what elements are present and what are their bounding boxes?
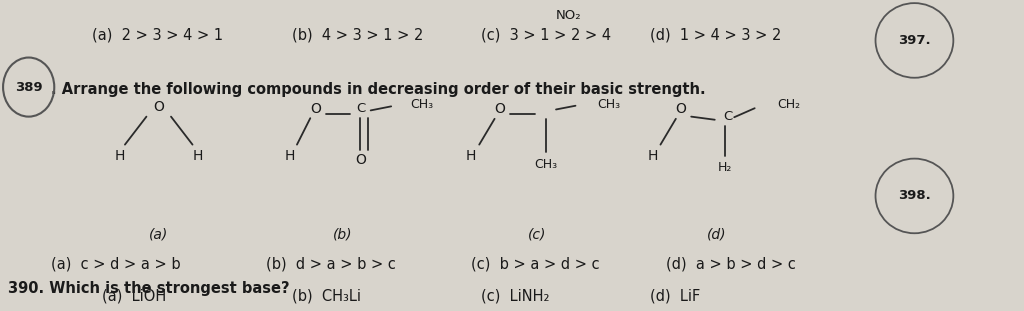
Text: CH₃: CH₃ [535, 158, 557, 171]
Text: CH₃: CH₃ [411, 98, 433, 111]
Text: . Arrange the following compounds in decreasing order of their basic strength.: . Arrange the following compounds in dec… [51, 82, 706, 97]
Text: H: H [648, 148, 658, 163]
Text: (a)  c > d > a > b: (a) c > d > a > b [51, 257, 181, 272]
Text: (a): (a) [150, 227, 168, 241]
Text: H: H [285, 148, 295, 163]
Text: (d)  a > b > d > c: (d) a > b > d > c [666, 257, 796, 272]
Text: CH₃: CH₃ [598, 98, 621, 111]
Text: C: C [723, 110, 733, 123]
Text: NO₂: NO₂ [555, 9, 582, 22]
Text: O: O [355, 153, 366, 167]
Text: H₂: H₂ [718, 161, 732, 174]
Text: O: O [310, 102, 321, 116]
Text: H: H [466, 148, 476, 163]
Text: (a)  LiOH: (a) LiOH [102, 288, 167, 303]
Text: C: C [355, 102, 366, 115]
Text: CH₂: CH₂ [777, 98, 800, 111]
Text: (c): (c) [528, 227, 547, 241]
Text: 397.: 397. [898, 34, 931, 47]
Text: (b)  4 > 3 > 1 > 2: (b) 4 > 3 > 1 > 2 [292, 28, 423, 43]
Text: (b)  CH₃Li: (b) CH₃Li [292, 288, 360, 303]
Text: H: H [115, 148, 125, 163]
Text: O: O [676, 102, 686, 116]
Text: (c)  LiNH₂: (c) LiNH₂ [481, 288, 550, 303]
Text: 389: 389 [15, 81, 42, 94]
Text: (b)  d > a > b > c: (b) d > a > b > c [266, 257, 396, 272]
Text: 390. Which is the strongest base?: 390. Which is the strongest base? [8, 281, 290, 296]
Text: (c)  3 > 1 > 2 > 4: (c) 3 > 1 > 2 > 4 [481, 28, 611, 43]
Text: O: O [495, 102, 505, 116]
Text: (b): (b) [333, 227, 353, 241]
Text: (c)  b > a > d > c: (c) b > a > d > c [471, 257, 600, 272]
Text: (d): (d) [707, 227, 727, 241]
Text: 398.: 398. [898, 189, 931, 202]
Text: H: H [193, 148, 203, 163]
Text: (d)  1 > 4 > 3 > 2: (d) 1 > 4 > 3 > 2 [650, 28, 781, 43]
Text: (a)  2 > 3 > 4 > 1: (a) 2 > 3 > 4 > 1 [92, 28, 223, 43]
Text: (d)  LiF: (d) LiF [650, 288, 700, 303]
Text: O: O [154, 100, 164, 114]
